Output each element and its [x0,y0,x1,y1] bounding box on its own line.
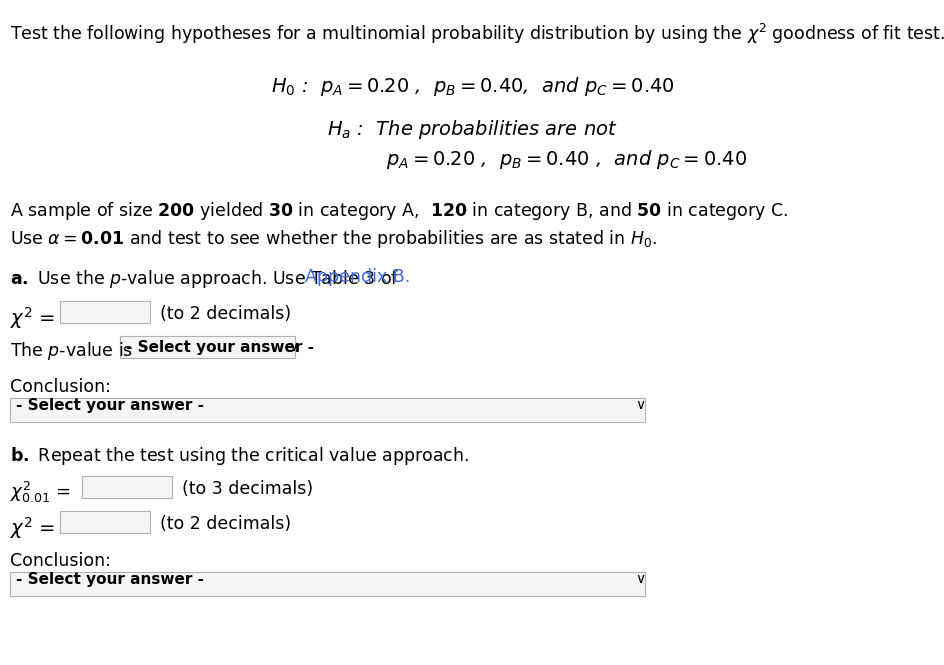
Text: $\mathbf{b.}$ Repeat the test using the critical value approach.: $\mathbf{b.}$ Repeat the test using the … [10,445,468,467]
FancyBboxPatch shape [10,572,645,596]
Text: - Select your answer -: - Select your answer - [16,398,204,413]
Text: Test the following hypotheses for a multinomial probability distribution by usin: Test the following hypotheses for a mult… [10,22,944,46]
Text: $p_A = 0.20$ ,  $p_B = 0.40$ ,  and $p_C = 0.40$: $p_A = 0.20$ , $p_B = 0.40$ , and $p_C =… [386,148,747,171]
FancyBboxPatch shape [120,336,295,358]
FancyBboxPatch shape [10,398,645,422]
Text: $\mathbf{a.}$ Use the $p$-value approach. Use Table 3 of: $\mathbf{a.}$ Use the $p$-value approach… [10,268,398,290]
Text: (to 3 decimals): (to 3 decimals) [182,480,312,498]
Text: Conclusion:: Conclusion: [10,552,110,570]
Text: Use $\alpha = \mathbf{0.01}$ and test to see whether the probabilities are as st: Use $\alpha = \mathbf{0.01}$ and test to… [10,228,657,250]
FancyBboxPatch shape [59,511,150,533]
Text: $\chi^2$ =: $\chi^2$ = [10,515,55,541]
Text: ∨: ∨ [288,340,297,354]
Text: The $p$-value is: The $p$-value is [10,340,133,362]
FancyBboxPatch shape [59,301,150,323]
Text: - Select your answer -: - Select your answer - [16,572,204,587]
Text: (to 2 decimals): (to 2 decimals) [160,515,291,533]
Text: $\chi^2$ =: $\chi^2$ = [10,305,55,331]
Text: $\chi^2_{0.01}$ =: $\chi^2_{0.01}$ = [10,480,71,505]
Text: - Select your answer -: - Select your answer - [126,340,313,355]
Text: Conclusion:: Conclusion: [10,378,110,396]
FancyBboxPatch shape [82,476,172,498]
Text: ∨: ∨ [634,398,645,412]
Text: A sample of size $\mathbf{200}$ yielded $\mathbf{30}$ in category A,  $\mathbf{1: A sample of size $\mathbf{200}$ yielded … [10,200,787,222]
Text: $H_0$ :  $p_A = 0.20$ ,  $p_B = 0.40$,  and $p_C = 0.40$: $H_0$ : $p_A = 0.20$ , $p_B = 0.40$, and… [270,75,674,98]
Text: ∨: ∨ [634,572,645,586]
Text: $H_a$ :  The probabilities are not: $H_a$ : The probabilities are not [327,118,617,141]
Text: Appendix B.: Appendix B. [305,268,410,286]
Text: (to 2 decimals): (to 2 decimals) [160,305,291,323]
